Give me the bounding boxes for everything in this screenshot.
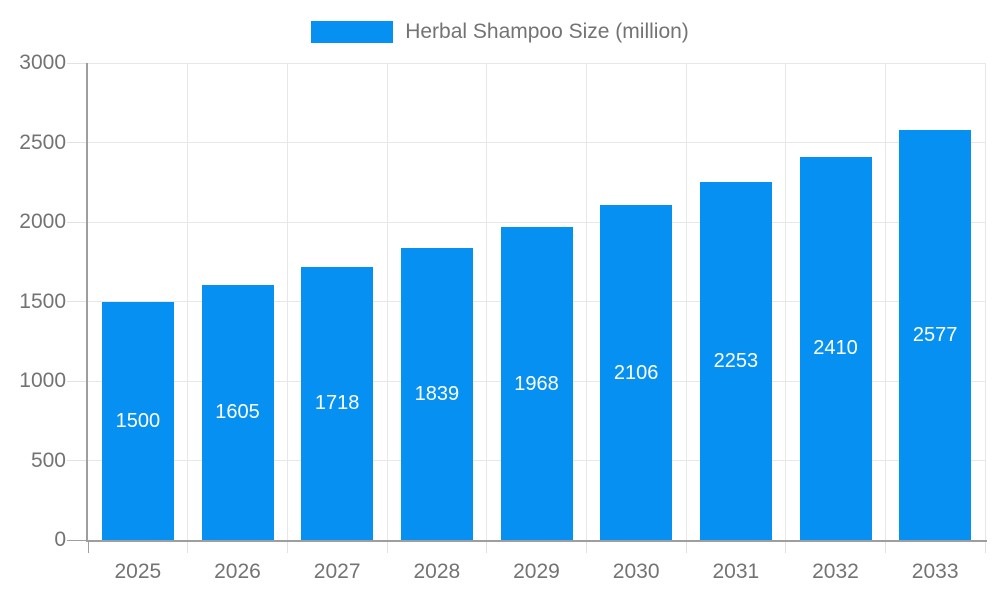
bar-value-label: 2253 (713, 349, 759, 372)
x-gridline (884, 63, 886, 540)
y-axis-tick (67, 460, 88, 461)
x-axis-tick (984, 540, 986, 553)
x-axis-tick-label: 2033 (911, 560, 959, 583)
x-axis-tick-label: 2029 (513, 560, 560, 583)
bar[interactable] (101, 301, 174, 540)
bar-value-label: 2410 (813, 337, 858, 360)
x-axis-tick (486, 540, 488, 553)
x-axis-tick (884, 540, 886, 553)
x-axis-tick-label: 2028 (413, 560, 461, 583)
bar-value-label: 1968 (514, 372, 559, 395)
y-axis-tick-label: 500 (30, 448, 66, 472)
bar-value-label: 2106 (613, 361, 659, 384)
legend-swatch (311, 21, 394, 43)
y-axis-tick (67, 380, 88, 382)
x-axis-tick-label: 2027 (313, 560, 361, 583)
y-axis-tick-label: 1000 (19, 369, 66, 392)
x-axis-tick-label: 2031 (712, 560, 760, 583)
x-gridline (685, 63, 687, 540)
y-gridline (88, 221, 985, 223)
y-axis-tick (67, 221, 88, 223)
y-axis-tick (67, 301, 88, 302)
x-gridline (585, 63, 587, 540)
y-axis-tick-label: 2500 (19, 130, 66, 154)
bar[interactable] (201, 284, 274, 540)
y-axis-line (86, 63, 88, 540)
x-axis-tick (585, 540, 587, 553)
x-axis-tick-label: 2025 (114, 560, 162, 583)
y-axis-tick (67, 62, 88, 64)
bar[interactable] (400, 247, 473, 540)
x-axis-tick (286, 540, 288, 553)
bar-value-label: 1839 (414, 382, 460, 405)
y-axis-tick-label: 3000 (19, 51, 66, 74)
legend[interactable]: Herbal Shampoo Size (million) (0, 18, 1000, 46)
plot-area: 0 500 1000 1500 2000 2500 3000 1500 2025 1605 2026… (19, 51, 987, 583)
bar[interactable] (301, 266, 374, 540)
y-gridline (88, 62, 985, 64)
x-gridline (984, 63, 986, 540)
x-gridline (187, 63, 189, 540)
bar[interactable] (500, 227, 573, 540)
x-axis-tick (87, 540, 89, 553)
y-axis-tick-label: 0 (54, 528, 66, 551)
x-axis-tick-label: 2030 (612, 560, 660, 583)
bar-value-label: 1718 (314, 392, 360, 415)
x-axis-tick-label: 2026 (214, 560, 261, 583)
bar-value-label: 1500 (115, 409, 161, 432)
bar[interactable] (799, 156, 872, 540)
y-axis-tick (67, 142, 88, 143)
bar-value-label: 2577 (912, 324, 958, 347)
x-axis-line (86, 540, 987, 542)
x-gridline (785, 63, 787, 540)
y-axis-tick-label: 1500 (19, 289, 66, 313)
x-axis-tick (187, 540, 189, 553)
x-gridline (286, 63, 288, 540)
x-axis-tick (785, 540, 787, 553)
legend-label: Herbal Shampoo Size (million) (405, 20, 689, 43)
x-axis-tick (685, 540, 687, 553)
y-axis-tick-label: 2000 (19, 210, 66, 233)
x-gridline (386, 63, 388, 540)
bar[interactable] (600, 205, 673, 540)
bar[interactable] (699, 181, 772, 540)
bar[interactable] (899, 130, 972, 540)
y-gridline (88, 142, 985, 143)
x-axis-tick (386, 540, 388, 553)
x-gridline (486, 63, 488, 540)
y-axis-tick (67, 539, 88, 541)
bar-value-label: 1605 (215, 401, 260, 424)
x-axis-tick-label: 2032 (812, 560, 859, 583)
